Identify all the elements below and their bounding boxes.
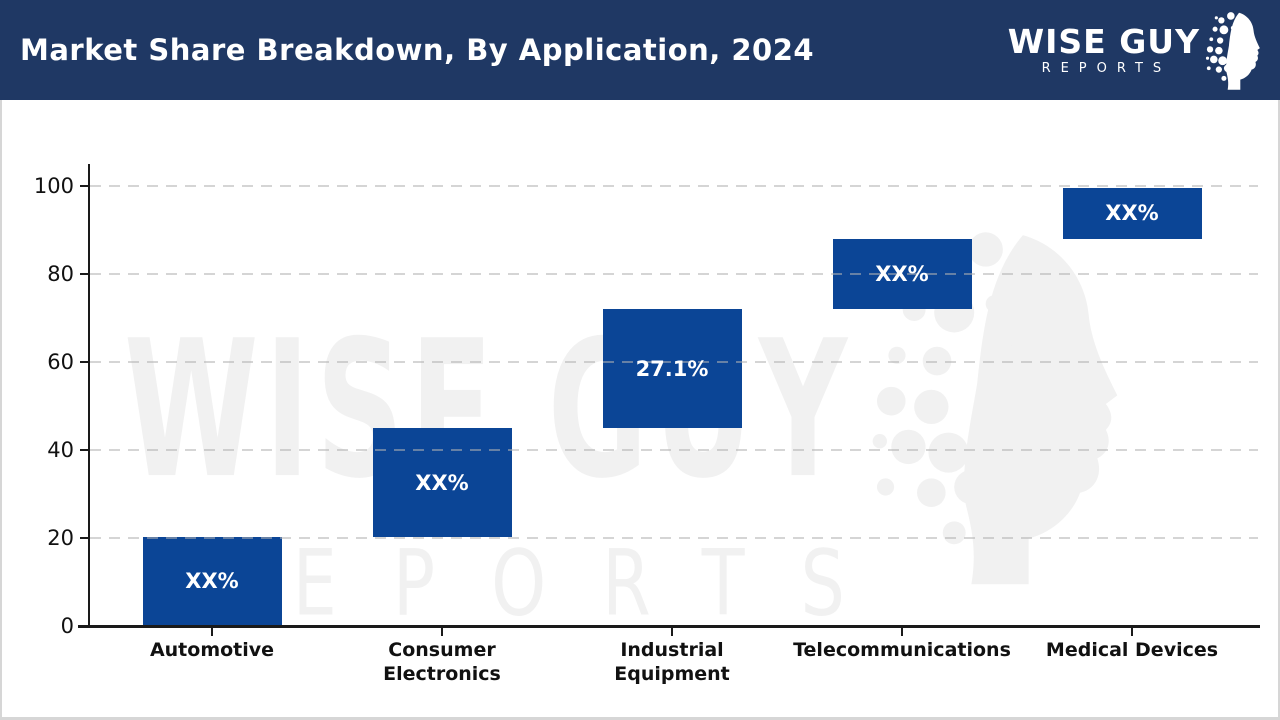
x-category-label: Telecommunications bbox=[793, 639, 1011, 661]
y-tick-label: 20 bbox=[47, 526, 74, 550]
watermark-text-2: REPORTS bbox=[188, 530, 901, 637]
gridline bbox=[90, 449, 1258, 451]
x-category-label: Consumer Electronics bbox=[383, 639, 501, 685]
bar-value-label: XX% bbox=[1105, 201, 1159, 226]
y-axis-line bbox=[88, 164, 90, 627]
bar bbox=[372, 428, 512, 537]
brand-logo: WISE GUY REPORTS bbox=[1008, 9, 1266, 91]
x-tick-mark bbox=[211, 628, 213, 636]
y-tick-mark bbox=[80, 537, 89, 539]
y-tick-mark bbox=[80, 273, 89, 275]
gridline bbox=[90, 361, 1258, 363]
bar bbox=[142, 536, 282, 626]
x-axis-line bbox=[78, 625, 1260, 628]
bar-value-label: XX% bbox=[415, 470, 469, 495]
brand-name: WISE GUY bbox=[1007, 22, 1200, 61]
y-tick-label: 60 bbox=[47, 350, 74, 374]
x-category-label: Automotive bbox=[149, 639, 275, 661]
x-tick-mark bbox=[441, 628, 443, 636]
x-category-label: Medical Devices bbox=[1045, 639, 1219, 661]
y-tick-mark bbox=[80, 185, 89, 187]
y-tick-label: 100 bbox=[33, 174, 74, 198]
x-category-label: Industrial Equipment bbox=[614, 639, 730, 685]
brand-subtitle: REPORTS bbox=[1041, 61, 1172, 76]
bar-value-label: 27.1% bbox=[635, 356, 709, 381]
x-tick-mark bbox=[671, 628, 673, 636]
chart-area: WISE GUY REPORTS XX% XX% 27.1% XX% XX% 0 20 40… bbox=[0, 100, 1280, 720]
bar bbox=[602, 309, 742, 429]
bar-value-label: XX% bbox=[185, 569, 239, 594]
gridline bbox=[90, 185, 1258, 187]
header-bar: Market Share Breakdown, By Application, … bbox=[0, 0, 1280, 100]
y-tick-label: 40 bbox=[47, 438, 74, 462]
bar-value-label: XX% bbox=[875, 262, 929, 286]
gridline bbox=[90, 537, 1258, 539]
y-tick-label: 80 bbox=[47, 262, 74, 286]
y-tick-mark bbox=[80, 449, 89, 451]
brand-head-icon bbox=[1205, 12, 1260, 90]
y-tick-mark bbox=[80, 361, 89, 363]
page-title: Market Share Breakdown, By Application, … bbox=[20, 33, 815, 67]
bar bbox=[1062, 187, 1202, 239]
y-tick-label: 0 bbox=[60, 614, 74, 638]
x-tick-mark bbox=[1131, 628, 1133, 636]
gridline bbox=[90, 273, 1258, 275]
x-tick-mark bbox=[901, 628, 903, 636]
